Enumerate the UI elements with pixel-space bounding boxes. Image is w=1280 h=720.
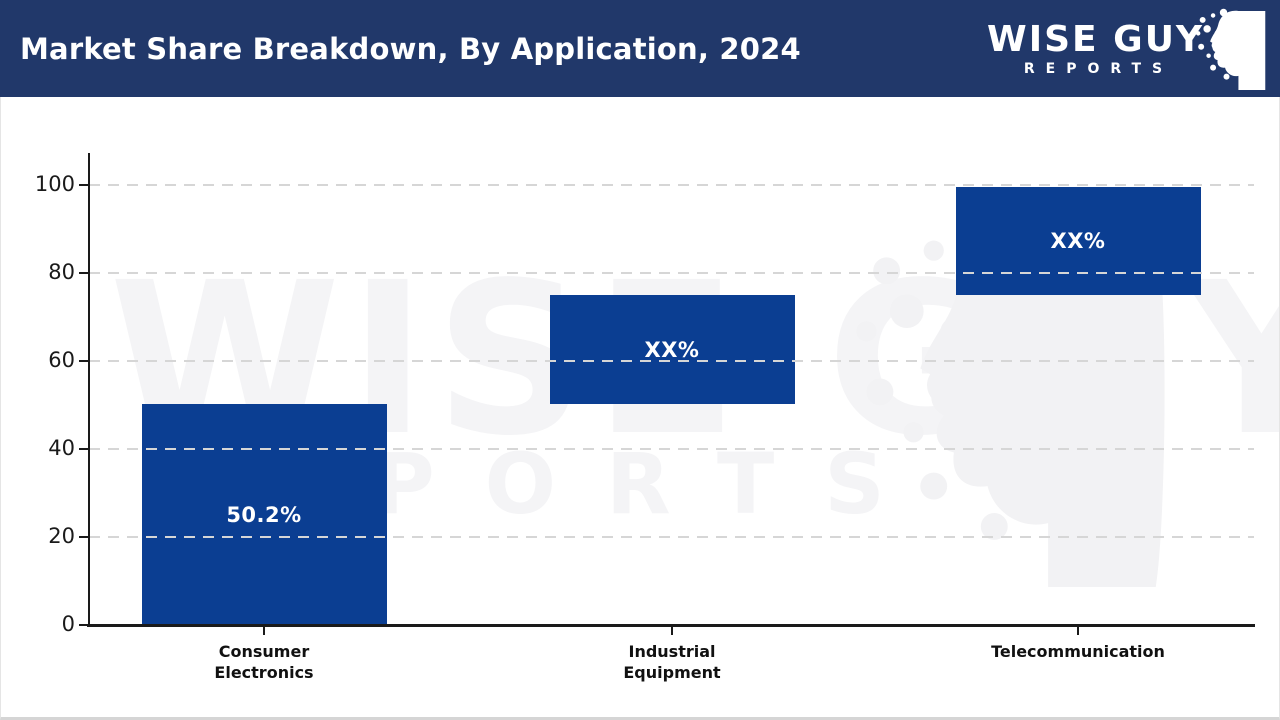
bar-segment: XX% <box>549 295 795 405</box>
y-tick-mark <box>79 624 88 626</box>
y-tick-mark <box>79 448 88 450</box>
y-tick-mark <box>79 536 88 538</box>
h-gridline <box>89 272 1254 274</box>
header-bar: Market Share Breakdown, By Application, … <box>0 0 1280 97</box>
chart-title: Market Share Breakdown, By Application, … <box>20 31 801 66</box>
h-gridline <box>89 536 1254 538</box>
bar-segment: XX% <box>955 187 1201 295</box>
y-tick-label: 80 <box>48 260 75 284</box>
brand-subname: REPORTS <box>1023 60 1174 77</box>
bar-value-label: 50.2% <box>226 502 302 527</box>
y-tick-label: 60 <box>48 348 75 372</box>
y-tick-label: 20 <box>48 524 75 548</box>
y-axis-line <box>88 153 90 627</box>
brand-logo-text: WISE GUY REPORTS <box>986 18 1204 77</box>
x-axis-line <box>87 624 1255 627</box>
x-tick-mark <box>671 627 673 635</box>
bar-segment: 50.2% <box>141 404 387 625</box>
h-gridline <box>89 448 1254 450</box>
y-tick-label: 0 <box>61 612 75 636</box>
dotted-face-icon <box>1195 8 1266 90</box>
y-tick-label: 100 <box>34 172 75 196</box>
plot-area: WISE GUY REPORTS 50.2%XX%XX% 02040608010… <box>0 97 1280 720</box>
category-label: Telecommunication <box>991 642 1165 661</box>
category-label: Industrial Equipment <box>623 642 721 682</box>
bar-value-label: XX% <box>1050 229 1106 254</box>
y-tick-mark <box>79 360 88 362</box>
h-gridline <box>89 184 1254 186</box>
y-tick-label: 40 <box>48 436 75 460</box>
brand-logo: WISE GUY REPORTS <box>987 8 1280 90</box>
y-tick-mark <box>79 272 88 274</box>
category-label: Consumer Electronics <box>214 642 314 682</box>
y-tick-mark <box>79 184 88 186</box>
h-gridline <box>89 360 1254 362</box>
x-tick-mark <box>263 627 265 635</box>
x-tick-mark <box>1077 627 1079 635</box>
brand-name: WISE GUY <box>986 18 1204 60</box>
bar-value-label: XX% <box>644 337 700 362</box>
